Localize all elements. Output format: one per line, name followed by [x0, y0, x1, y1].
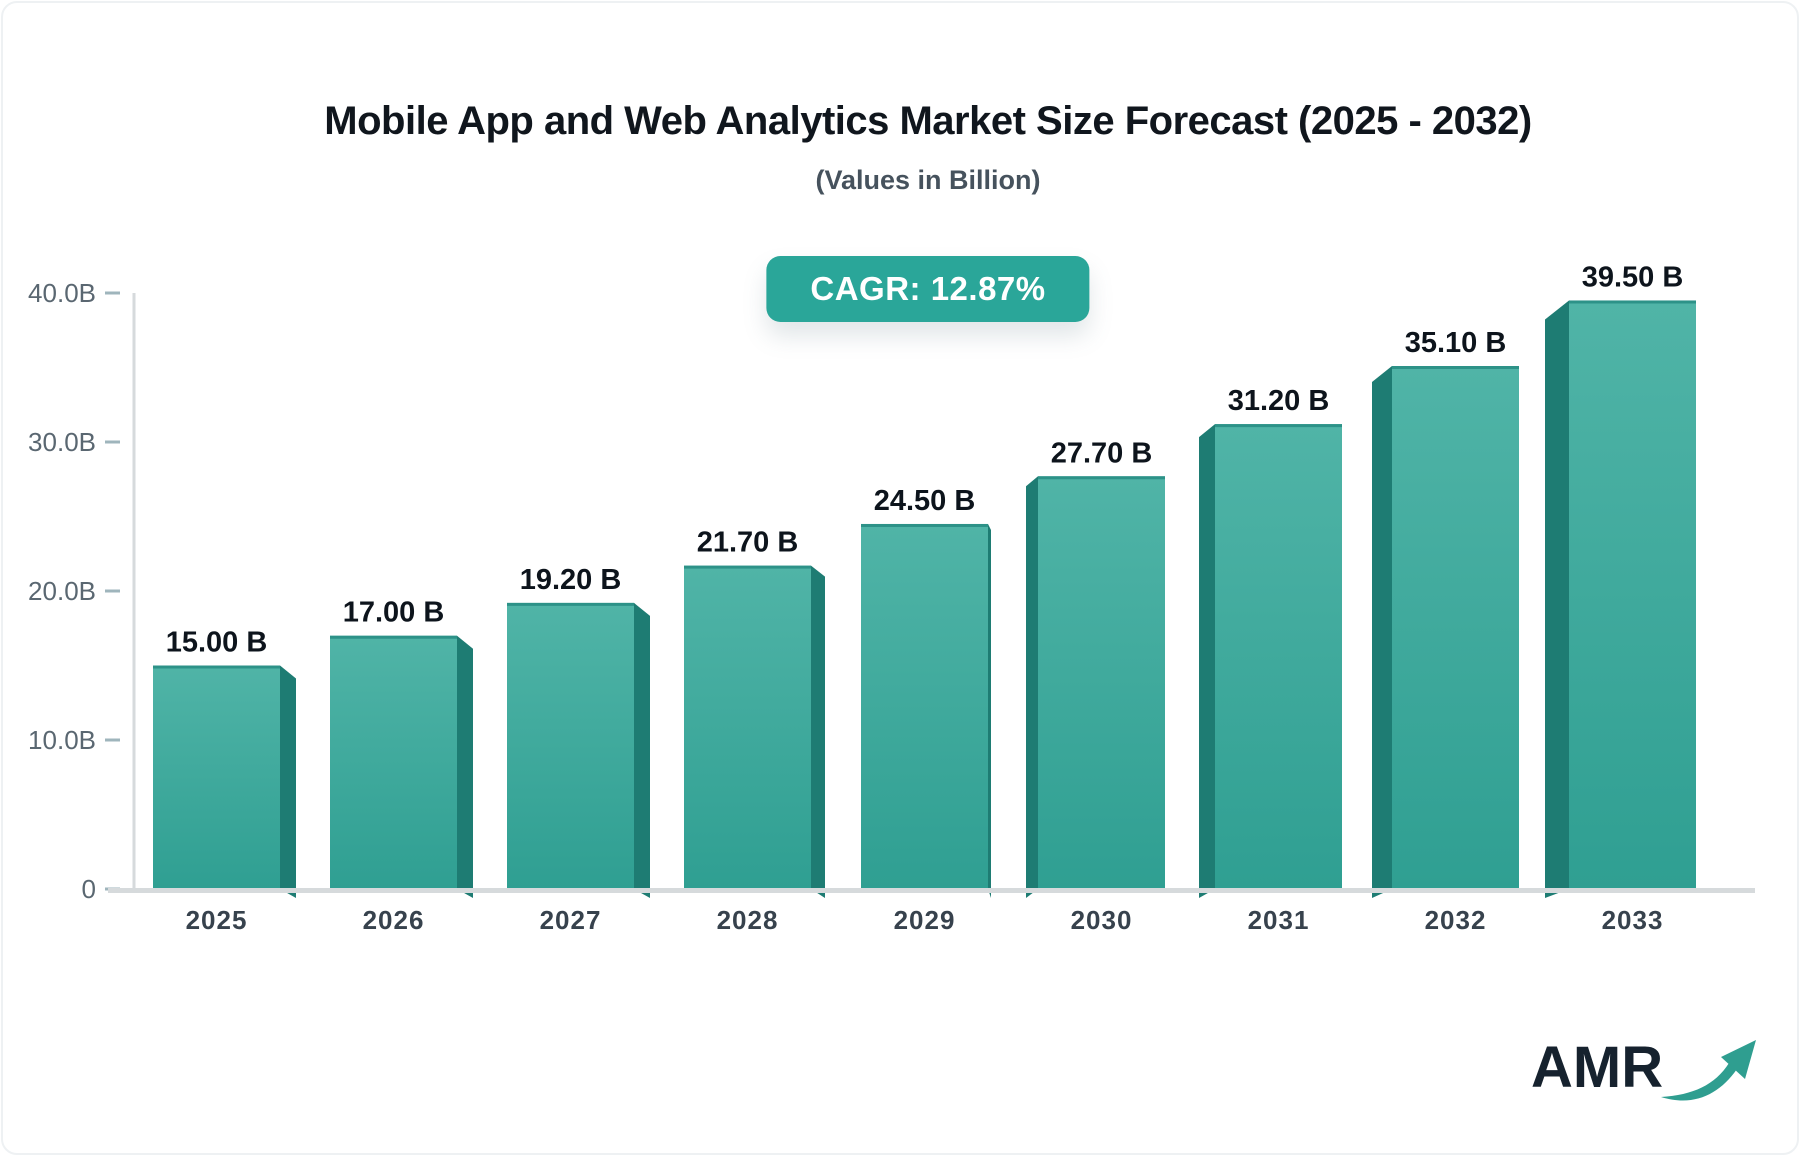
- bar-side-2029: [988, 523, 991, 898]
- chart-subtitle: (Values in Billion): [815, 165, 1041, 195]
- x-label-2027: 2027: [540, 905, 602, 935]
- x-label-2033: 2033: [1602, 905, 1664, 935]
- bar-value-label-2029: 24.50 B: [874, 485, 976, 517]
- bar-value-label-2031: 31.20 B: [1228, 385, 1330, 417]
- bar-value-label-2025: 15.00 B: [166, 627, 268, 659]
- y-tick-label-0: 0: [82, 874, 96, 904]
- bar-2032: [1392, 366, 1519, 889]
- bar-2030: [1038, 476, 1165, 889]
- bar-chart: 0 10.0B 20.0B 30.0B 40.0B 15.00 B 2025 17.00 B 2…: [28, 261, 1755, 935]
- bar-2029: [861, 523, 988, 889]
- bar-2026: [330, 635, 457, 889]
- bar-side-2030: [1026, 476, 1038, 898]
- bar-2028: [684, 565, 811, 889]
- x-label-2032: 2032: [1425, 905, 1487, 935]
- growth-arrow-icon: [1661, 1040, 1757, 1101]
- bar-side-2025: [280, 665, 296, 898]
- bar-2027: [507, 602, 634, 889]
- bar-value-label-2033: 39.50 B: [1582, 261, 1684, 293]
- bar-side-2032: [1372, 366, 1392, 898]
- x-label-2031: 2031: [1248, 905, 1310, 935]
- cagr-badge-label: CAGR: 12.87%: [810, 270, 1046, 307]
- x-label-2026: 2026: [363, 905, 425, 935]
- x-label-2029: 2029: [894, 905, 956, 935]
- y-tick-label-30.0B: 30.0B: [28, 427, 96, 457]
- bar-value-label-2027: 19.20 B: [520, 564, 622, 596]
- amr-logo-text: AMR: [1531, 1035, 1664, 1100]
- chart-title: Mobile App and Web Analytics Market Size…: [324, 99, 1532, 143]
- bar-side-2028: [811, 565, 825, 898]
- bar-value-label-2026: 17.00 B: [343, 597, 445, 629]
- bar-value-label-2028: 21.70 B: [697, 527, 799, 559]
- bar-value-label-2032: 35.10 B: [1405, 327, 1507, 359]
- x-label-2030: 2030: [1071, 905, 1133, 935]
- bar-side-2033: [1545, 300, 1569, 898]
- cagr-badge: CAGR: 12.87%: [766, 256, 1090, 322]
- y-tick-label-20.0B: 20.0B: [28, 576, 96, 606]
- bar-2031: [1215, 424, 1342, 889]
- amr-logo: AMR: [1531, 1039, 1759, 1113]
- y-tick-label-40.0B: 40.0B: [28, 278, 96, 308]
- x-label-2028: 2028: [717, 905, 779, 935]
- bar-2025: [153, 665, 280, 889]
- bar-side-2031: [1199, 424, 1215, 898]
- bar-side-2026: [457, 635, 473, 898]
- bar-side-2027: [634, 602, 650, 898]
- bar-2033: [1569, 300, 1696, 889]
- y-tick-label-10.0B: 10.0B: [28, 725, 96, 755]
- bar-value-label-2030: 27.70 B: [1051, 437, 1153, 469]
- x-label-2025: 2025: [186, 905, 248, 935]
